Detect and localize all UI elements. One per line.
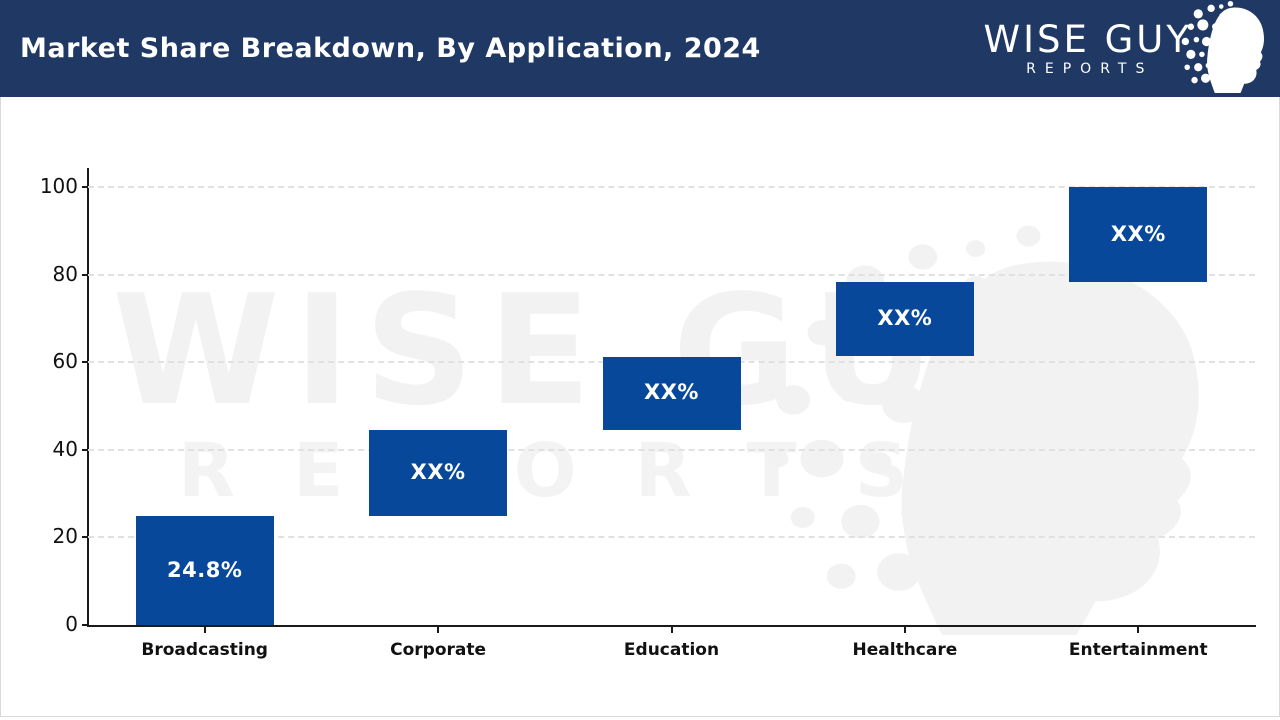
logo-text: WISE GUY REPORTS xyxy=(984,21,1192,77)
bar-value-label: 24.8% xyxy=(167,557,243,582)
x-axis-tick xyxy=(903,627,906,633)
watermark-subtitle: REPORTS xyxy=(178,428,967,514)
y-tick-label: 80 xyxy=(52,261,78,286)
y-axis-tick xyxy=(82,448,87,451)
y-axis-tick xyxy=(82,273,87,276)
x-axis-tick xyxy=(437,627,440,633)
x-axis-tick xyxy=(203,627,206,633)
x-tick-label: Healthcare xyxy=(852,640,958,660)
grid-line xyxy=(88,448,1255,451)
dotted-head-icon xyxy=(1178,0,1270,97)
y-tick-label: 40 xyxy=(52,436,78,461)
wise-guy-reports-logo: WISE GUY REPORTS xyxy=(984,0,1280,97)
bar-value-label: XX% xyxy=(644,380,699,405)
y-axis-tick xyxy=(82,624,87,626)
y-tick-label: 20 xyxy=(52,524,78,549)
bar-education: XX% xyxy=(602,356,741,431)
bar-value-label: XX% xyxy=(410,460,466,485)
page-title: Market Share Breakdown, By Application, … xyxy=(20,33,761,64)
bar-value-label: XX% xyxy=(877,306,933,331)
bar-healthcare: XX% xyxy=(835,282,974,357)
grid-line xyxy=(88,186,1255,188)
x-axis-line xyxy=(87,625,1256,627)
x-tick-label: Education xyxy=(623,640,720,660)
bar-corporate: XX% xyxy=(369,430,508,517)
bar-value-label: XX% xyxy=(1110,221,1166,246)
x-tick-label: Entertainment xyxy=(1068,640,1208,660)
y-axis-tick xyxy=(82,361,87,364)
grid-line xyxy=(88,273,1255,276)
bar-broadcasting: 24.8% xyxy=(135,516,274,625)
logo-wordmark: WISE GUY xyxy=(983,17,1192,61)
header-bar: Market Share Breakdown, By Application, … xyxy=(0,0,1280,97)
y-tick-label: 60 xyxy=(52,349,78,374)
x-axis-tick xyxy=(1137,627,1140,633)
x-tick-label: Broadcasting xyxy=(141,640,268,660)
grid-line xyxy=(88,536,1255,539)
logo-subtitle: REPORTS xyxy=(1026,60,1154,77)
bar-entertainment: XX% xyxy=(1069,187,1208,283)
x-tick-label: Corporate xyxy=(390,640,487,660)
y-tick-label: 100 xyxy=(39,174,78,198)
y-tick-label: 0 xyxy=(65,612,78,636)
y-axis-line xyxy=(87,168,89,626)
x-axis-tick xyxy=(670,627,673,633)
y-axis-tick xyxy=(82,186,87,188)
y-axis-tick xyxy=(82,536,87,539)
